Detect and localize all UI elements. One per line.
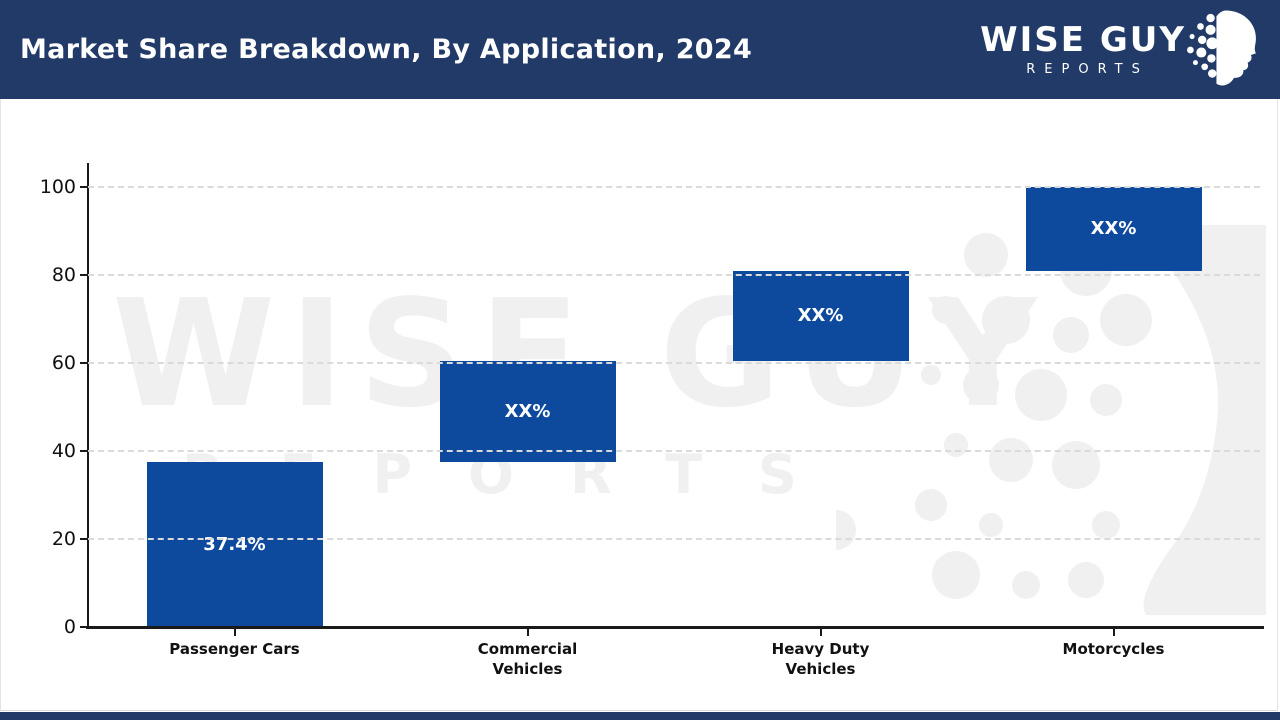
y-tick-label: 40: [51, 440, 76, 462]
y-tick-label: 0: [63, 616, 76, 638]
x-axis: [86, 626, 1264, 629]
y-tick-mark: [80, 274, 87, 276]
y-tick-label: 100: [39, 176, 76, 198]
watermark-head-icon: [836, 225, 1266, 615]
logo-head-icon: [1187, 10, 1256, 85]
logo-text: WISE GUY REPORTS: [980, 23, 1186, 76]
x-tick-mark: [526, 629, 529, 636]
bar-passenger-cars: 37.4%: [146, 462, 323, 627]
brand-logo: WISE GUY REPORTS: [980, 8, 1266, 92]
gridline: [88, 274, 1260, 276]
y-tick-label: 20: [51, 528, 76, 550]
chart-title: Market Share Breakdown, By Application, …: [20, 34, 753, 65]
bar-value-label: XX%: [504, 401, 551, 423]
gridline: [88, 538, 1260, 540]
x-tick-mark: [819, 629, 822, 636]
y-tick-mark: [80, 362, 87, 364]
x-category-label-motorcycles: Motorcycles: [1062, 640, 1165, 658]
x-tick-mark: [1112, 629, 1115, 636]
gridline: [88, 362, 1260, 364]
y-axis: [87, 163, 89, 629]
x-category-label-passenger-cars: Passenger Cars: [169, 640, 300, 658]
logo-wordmark: WISE GUY: [980, 20, 1186, 60]
bar-heavy-duty-vehicles: XX%: [732, 270, 909, 362]
y-tick-mark: [80, 450, 87, 452]
gridline: [88, 186, 1260, 188]
bar-motorcycles: XX%: [1025, 187, 1202, 271]
bar-commercial-vehicles: XX%: [439, 361, 616, 463]
y-tick-mark: [80, 186, 87, 188]
logo-subtext: REPORTS: [1026, 62, 1149, 77]
header: Market Share Breakdown, By Application, …: [0, 0, 1280, 99]
y-tick-mark: [80, 538, 87, 540]
x-tick-mark: [233, 629, 236, 636]
y-tick-label: 80: [51, 264, 76, 286]
x-category-label-heavy-duty-vehicles: Heavy Duty Vehicles: [771, 640, 870, 678]
bar-value-label: XX%: [797, 305, 844, 327]
x-category-label-commercial-vehicles: Commercial Vehicles: [477, 640, 578, 678]
y-tick-label: 60: [51, 352, 76, 374]
y-tick-mark: [80, 626, 87, 628]
bar-value-label: XX%: [1090, 218, 1137, 240]
footer-bar: [0, 712, 1280, 720]
gridline: [88, 450, 1260, 452]
